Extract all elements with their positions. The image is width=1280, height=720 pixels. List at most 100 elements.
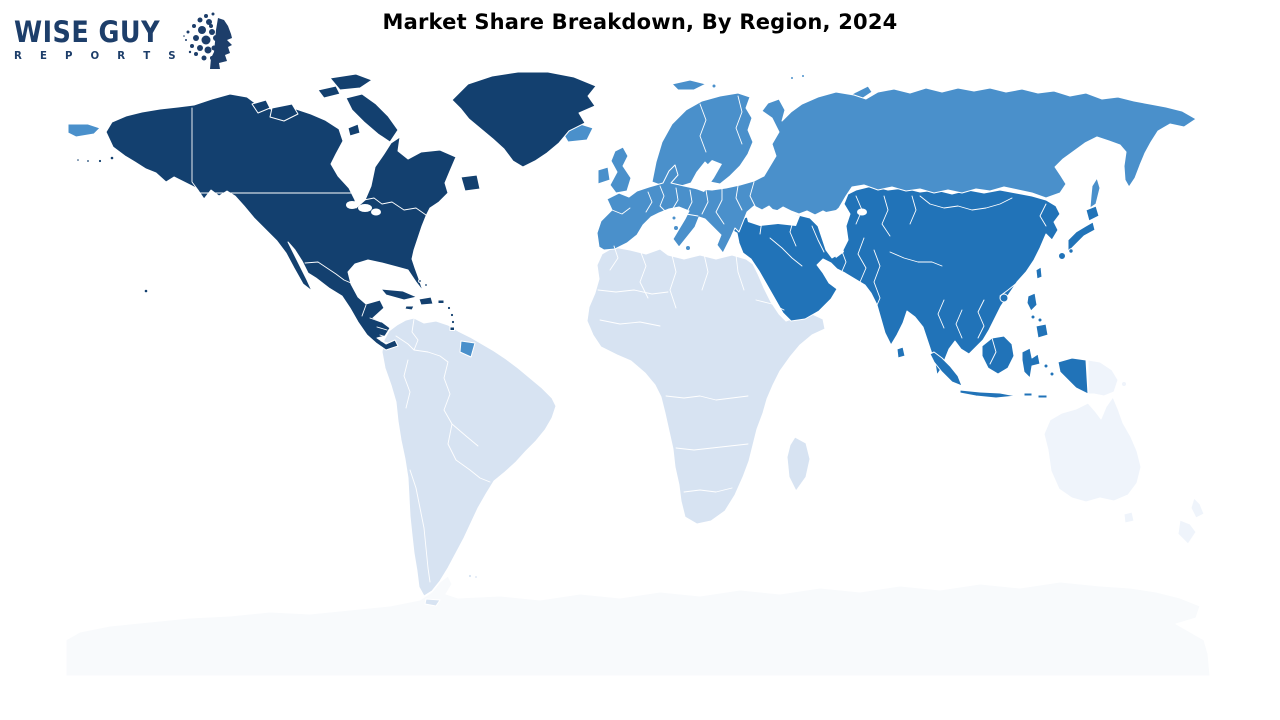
dot — [204, 14, 209, 18]
cuba-shape — [380, 288, 418, 301]
dot — [197, 45, 204, 51]
new-zealand-north-shape — [1190, 497, 1205, 519]
svalbard-shape — [671, 79, 707, 91]
head-profile-icon — [183, 12, 233, 69]
west-papua-shape — [1057, 357, 1089, 395]
japan-kyushu-shape — [1058, 252, 1066, 260]
europe-russia-mainland-shape — [596, 87, 1197, 254]
philippines-luzon-shape — [1026, 292, 1038, 312]
ireland-shape — [597, 166, 611, 185]
new-zealand-south-shape — [1177, 519, 1197, 545]
dot — [194, 52, 199, 56]
dot — [201, 55, 207, 61]
baltic-sea — [688, 160, 722, 192]
aleutian-island-shape — [86, 159, 90, 163]
island-shape — [1030, 314, 1036, 320]
great-lakes — [358, 204, 372, 212]
island-shape — [449, 312, 455, 318]
dot — [192, 24, 197, 28]
java-shape — [959, 389, 1017, 399]
papua-new-guinea-shape — [1087, 359, 1119, 397]
region-europe-russia — [67, 74, 1197, 254]
country-border — [597, 245, 785, 493]
region-asia-pacific — [727, 185, 1100, 399]
japan-honshu-shape — [1067, 221, 1096, 253]
great-lakes — [346, 201, 358, 209]
arctic-island-shape — [251, 99, 271, 114]
dot — [198, 26, 207, 34]
dot — [211, 45, 217, 51]
dot — [213, 35, 220, 41]
island-shape — [446, 305, 452, 311]
black-sea — [746, 208, 800, 226]
french-guiana-shape — [459, 340, 476, 358]
region-africa — [586, 246, 826, 525]
dot — [188, 50, 192, 54]
sumatra-shape — [929, 351, 963, 387]
island-shape — [685, 245, 691, 251]
philippines-mindanao-shape — [1035, 323, 1049, 339]
island-shape — [711, 83, 717, 89]
tasmania-shape — [1123, 511, 1135, 524]
hispaniola-shape — [418, 296, 434, 306]
island-shape — [1121, 381, 1127, 387]
australia-shape — [1043, 396, 1142, 503]
island-shape — [418, 279, 422, 283]
dot — [197, 17, 203, 23]
region-north-america — [76, 71, 597, 351]
dot — [183, 35, 185, 37]
inland-seas — [346, 160, 867, 258]
aleutian-island-shape — [109, 155, 115, 161]
madagascar-shape — [786, 436, 811, 492]
logo-wordmark: WISE GUY — [14, 15, 161, 49]
arctic-island-shape — [317, 85, 341, 99]
logo-text: WISE GUY R E P O R T S — [14, 15, 188, 63]
island-shape — [1043, 363, 1049, 369]
country-border — [191, 107, 427, 344]
dot — [201, 35, 211, 45]
greenland-shape — [451, 71, 597, 168]
dot — [214, 54, 218, 58]
island-shape — [474, 575, 478, 579]
sulawesi-shape — [1021, 347, 1041, 379]
jamaica-shape — [404, 305, 415, 311]
sri-lanka-shape — [896, 346, 906, 359]
dot — [190, 44, 195, 48]
scandinavia-shape — [651, 92, 754, 188]
puerto-rico-shape — [437, 299, 445, 304]
africa-shape — [586, 246, 826, 525]
borneo-shape — [981, 335, 1015, 375]
russia-west-fragment-shape — [67, 123, 101, 138]
great-britain-shape — [609, 146, 632, 194]
arctic-island-shape — [329, 73, 373, 91]
dot — [186, 30, 190, 34]
island-shape — [424, 283, 428, 287]
aral-sea — [857, 208, 867, 216]
north-america-mainland-shape — [105, 93, 457, 351]
country-border — [611, 95, 757, 225]
asia-mainland-shape — [727, 185, 1061, 376]
arctic-island-shape — [269, 103, 299, 122]
region-oceania — [1043, 359, 1205, 545]
country-borders — [191, 95, 1089, 583]
dot — [206, 19, 213, 25]
dot — [193, 35, 200, 41]
island-shape — [1023, 392, 1033, 397]
great-lakes — [371, 208, 381, 216]
wise-guy-reports-logo: WISE GUY R E P O R T S — [14, 8, 234, 70]
island-shape — [1037, 317, 1043, 323]
chart-title: Market Share Breakdown, By Region, 2024 — [382, 10, 898, 34]
country-border — [395, 318, 491, 583]
island-shape — [450, 319, 456, 325]
dot — [211, 12, 215, 16]
dot — [209, 24, 214, 28]
aleutian-island-shape — [97, 158, 103, 164]
japan-hokkaido-shape — [1085, 205, 1100, 222]
caspian-sea — [826, 210, 844, 258]
aleutian-island-shape — [76, 158, 80, 162]
trinidad-shape — [449, 326, 455, 331]
island-shape — [1037, 394, 1048, 399]
island-shape — [467, 573, 473, 579]
